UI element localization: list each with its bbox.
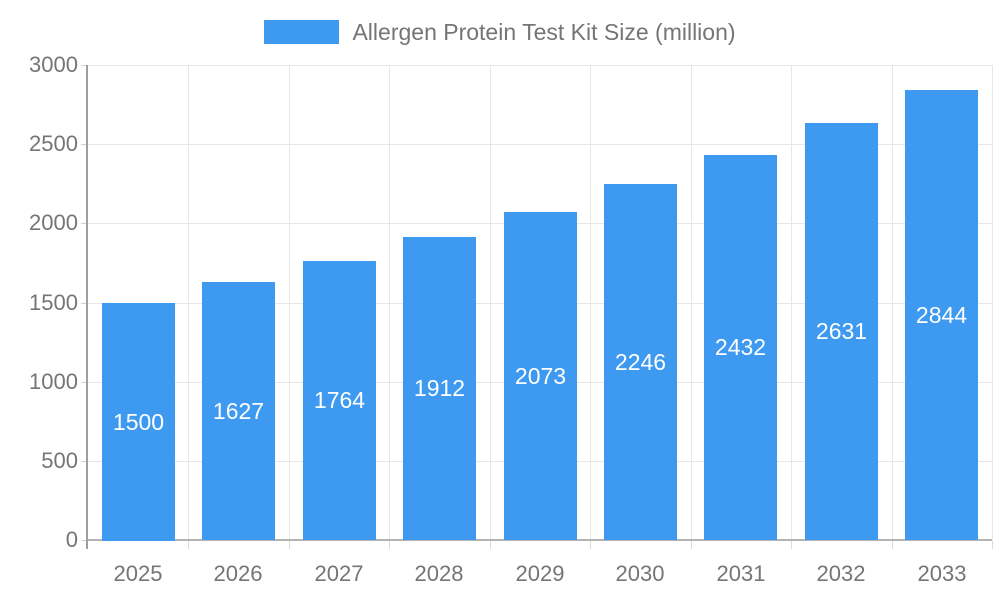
bar-value-label: 2844 (915, 301, 968, 328)
x-axis-tick-label: 2033 (917, 561, 967, 586)
gridline-vertical (590, 65, 591, 540)
gridline-vertical (490, 65, 491, 540)
gridline-horizontal (88, 65, 992, 66)
x-axis-tick (590, 541, 591, 549)
bar: 2432 (704, 155, 777, 540)
x-axis-tick (691, 541, 692, 549)
y-axis-tick (81, 461, 88, 462)
bar-value-label: 1764 (313, 387, 366, 413)
x-axis-tick-label: 2029 (515, 561, 565, 586)
x-axis-tick-label: 2030 (615, 561, 665, 586)
legend-label: Allergen Protein Test Kit Size (million) (352, 18, 736, 45)
bar-value-label: 1627 (212, 397, 265, 424)
bar: 2844 (905, 90, 978, 540)
x-axis-tick-label: 2032 (816, 561, 866, 586)
y-axis-line (86, 65, 88, 549)
y-axis-tick-label: 2000 (29, 210, 78, 235)
gridline-vertical (289, 65, 290, 540)
bar: 2246 (604, 184, 677, 540)
bar-value-label: 2073 (514, 362, 567, 389)
gridline-vertical (389, 65, 390, 540)
bar-value-label: 2631 (815, 318, 868, 344)
y-axis-tick-label: 3000 (29, 52, 78, 77)
y-axis-tick-label: 1000 (29, 369, 78, 394)
y-axis-tick (81, 540, 88, 541)
x-axis-tick (188, 541, 189, 549)
x-axis-tick-label: 2027 (314, 561, 364, 586)
gridline-horizontal (88, 144, 992, 145)
x-axis-tick (389, 541, 390, 549)
y-axis-tick (81, 382, 88, 383)
bar-value-label: 1912 (413, 375, 466, 401)
x-axis-tick (289, 541, 290, 549)
x-axis-tick (791, 541, 792, 549)
x-axis-tick (992, 541, 993, 549)
gridline-vertical (992, 65, 993, 540)
gridline-vertical (791, 65, 792, 540)
bar: 1627 (202, 282, 275, 540)
y-axis-tick-label: 0 (65, 527, 78, 552)
x-axis-tick (892, 541, 893, 549)
x-axis-tick-label: 2026 (213, 561, 263, 586)
bar: 1500 (102, 303, 175, 541)
gridline-vertical (892, 65, 893, 540)
gridline-vertical (691, 65, 692, 540)
x-axis-tick (490, 541, 491, 549)
x-axis-line (88, 539, 992, 541)
x-axis-tick-label: 2031 (716, 561, 766, 586)
x-axis-tick-label: 2025 (113, 561, 163, 586)
y-axis-tick-label: 2500 (29, 131, 78, 156)
y-axis-tick-label: 500 (41, 448, 78, 473)
gridline-vertical (188, 65, 189, 540)
y-axis-tick (81, 303, 88, 304)
y-axis-tick-label: 1500 (29, 290, 78, 315)
y-axis-tick (81, 144, 88, 145)
x-axis-tick-label: 2028 (414, 561, 464, 586)
y-axis-tick (81, 223, 88, 224)
bar: 2073 (504, 212, 577, 540)
bar: 1764 (303, 261, 376, 540)
bar: 1912 (403, 237, 476, 540)
bar-value-label: 1500 (112, 408, 165, 435)
bar-value-label: 2246 (614, 348, 667, 375)
chart-legend[interactable]: Allergen Protein Test Kit Size (million) (0, 16, 1000, 48)
y-axis-tick (81, 65, 88, 66)
bar-value-label: 2432 (714, 334, 767, 360)
bar: 2631 (805, 123, 878, 540)
legend-swatch (264, 20, 340, 44)
